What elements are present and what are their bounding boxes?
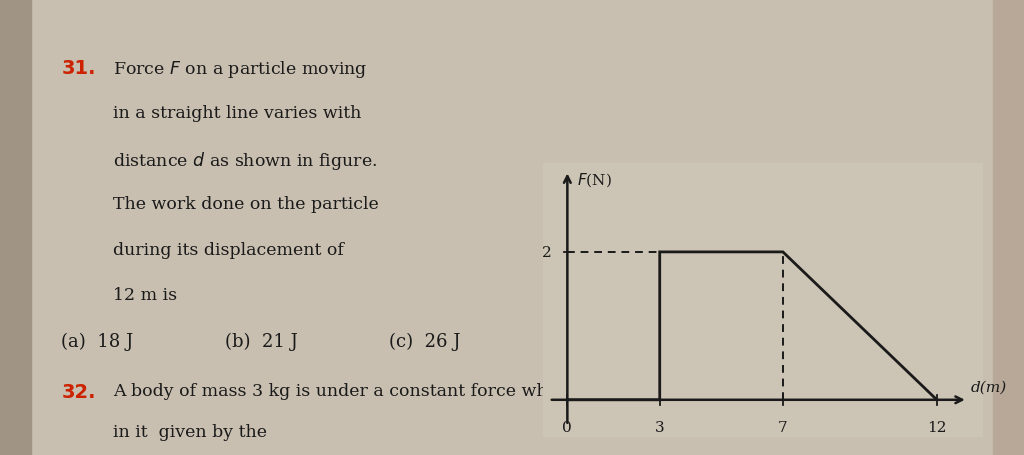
Text: $F$(N): $F$(N) [577, 171, 611, 189]
Text: 7: 7 [778, 420, 787, 435]
Text: The work done on the particle: The work done on the particle [113, 196, 379, 212]
Text: 0: 0 [562, 420, 572, 435]
Text: (2011): (2011) [737, 332, 797, 350]
Text: A body of mass 3 kg is under a constant force which: A body of mass 3 kg is under a constant … [113, 382, 573, 399]
Text: 2: 2 [542, 245, 552, 259]
Bar [993, 0, 1024, 455]
Bar [0, 0, 31, 455]
Text: Force $F$ on a particle moving: Force $F$ on a particle moving [113, 59, 368, 80]
Text: 3: 3 [655, 420, 665, 435]
Text: in it  given by the: in it given by the [113, 423, 266, 440]
Text: d(m): d(m) [971, 380, 1007, 394]
Text: (b)  21 J: (b) 21 J [225, 332, 298, 350]
Text: distance $d$ as shown in figure.: distance $d$ as shown in figure. [113, 150, 377, 172]
Text: 32.: 32. [61, 382, 96, 401]
Text: 12: 12 [927, 420, 946, 435]
Text: in a straight line varies with: in a straight line varies with [113, 105, 361, 121]
Text: (a)  18 J: (a) 18 J [61, 332, 134, 350]
Text: (d)  13 J: (d) 13 J [553, 332, 626, 350]
Text: 31.: 31. [61, 59, 96, 78]
Text: 12 m is: 12 m is [113, 287, 177, 303]
Text: (c)  26 J: (c) 26 J [389, 332, 461, 350]
Text: during its displacement of: during its displacement of [113, 241, 343, 258]
